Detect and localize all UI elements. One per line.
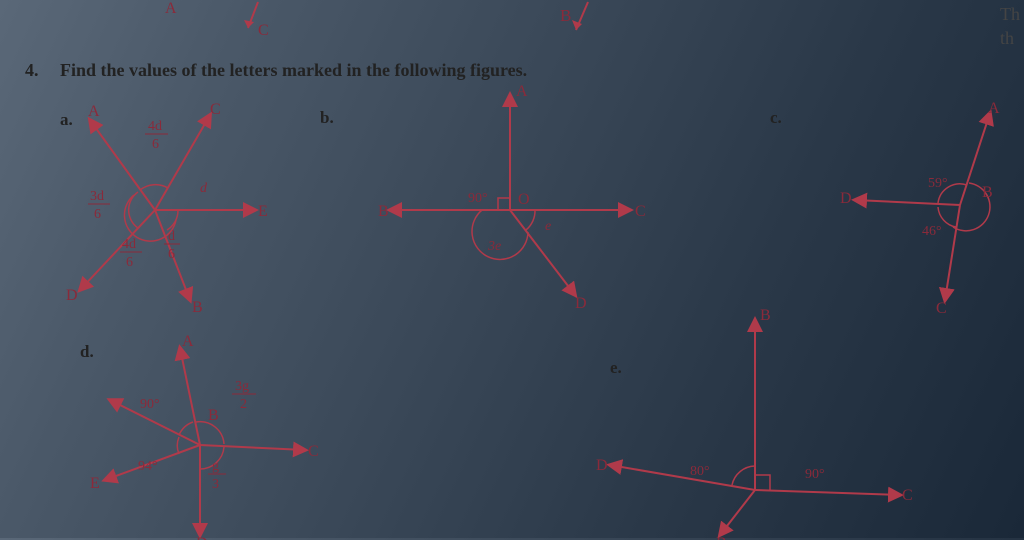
figA-angle-right: d [200, 181, 208, 196]
figC-B: B [982, 184, 993, 201]
figD-90: 90° [140, 397, 160, 412]
figA-A: A [88, 103, 100, 120]
figD-A: A [182, 333, 194, 350]
figB-A: A [516, 83, 528, 100]
figB-3e: 3e [487, 239, 501, 254]
figB-e: e [545, 219, 551, 234]
part-c-label: c. [770, 108, 782, 128]
figure-c: A B D C 59° 46° [830, 95, 1020, 315]
figE-80: 80° [690, 464, 710, 479]
figD-B: B [208, 407, 219, 424]
svg-text:g: g [212, 459, 219, 474]
figure-a: A C E B D 4d 6 3d 6 4d 6 d 6 d [60, 100, 280, 310]
figB-O: O [518, 191, 530, 208]
figD-C: C [308, 443, 319, 460]
figC-D: D [840, 190, 852, 207]
figA-B: B [192, 299, 203, 316]
figB-C: C [635, 203, 646, 220]
svg-text:4d: 4d [122, 237, 136, 252]
svg-text:6: 6 [126, 255, 133, 270]
figure-e: B D C B 80° 90° [560, 300, 920, 540]
svg-text:6: 6 [152, 137, 159, 152]
top-b-label: B [560, 6, 571, 26]
figA-C: C [210, 101, 221, 118]
figC-C: C [936, 300, 947, 317]
question-text: Find the values of the letters marked in… [60, 60, 527, 81]
figA-angle-lowerleft: 4d 6 [120, 237, 142, 270]
figA-E: E [258, 203, 268, 220]
svg-text:6: 6 [168, 247, 175, 262]
svg-text:2: 2 [240, 397, 247, 412]
svg-text:3: 3 [212, 477, 219, 492]
top-c-label: C [258, 22, 269, 40]
figA-angle-left: 3d 6 [88, 189, 110, 222]
figA-angle-lower: d 6 [164, 229, 180, 262]
figC-A: A [988, 100, 1000, 117]
figE-C: C [902, 487, 913, 504]
svg-text:3g: 3g [235, 379, 249, 394]
figB-B: B [378, 203, 389, 220]
figure-b: A B C D O 90° e 3e [360, 80, 660, 310]
figC-46: 46° [922, 224, 942, 239]
figure-d: A B C D E 90° 94° 3g 2 g 3 [80, 330, 330, 540]
question-number: 4. [25, 60, 39, 81]
edge-text-2: th [1000, 28, 1014, 49]
svg-text:d: d [168, 229, 175, 244]
figD-94: 94° [138, 459, 158, 474]
figE-Btop: B [760, 307, 771, 324]
part-b-label: b. [320, 108, 334, 128]
figD-angle-upper: 3g 2 [232, 379, 256, 412]
svg-text:6: 6 [94, 207, 101, 222]
edge-text-1: Th [1000, 4, 1020, 25]
figA-D: D [66, 287, 78, 304]
page-root: A C B Th th 4. Find the values of the le… [0, 0, 1024, 538]
figB-90: 90° [468, 191, 488, 206]
top-a-label: A [165, 0, 177, 18]
figC-59: 59° [928, 176, 948, 191]
figE-D: D [596, 457, 608, 474]
figD-angle-lower: g 3 [208, 459, 226, 492]
figD-E: E [90, 475, 100, 492]
svg-text:3d: 3d [90, 189, 104, 204]
svg-text:4d: 4d [148, 119, 162, 134]
figE-90: 90° [805, 467, 825, 482]
figA-angle-top: 4d 6 [145, 119, 168, 152]
